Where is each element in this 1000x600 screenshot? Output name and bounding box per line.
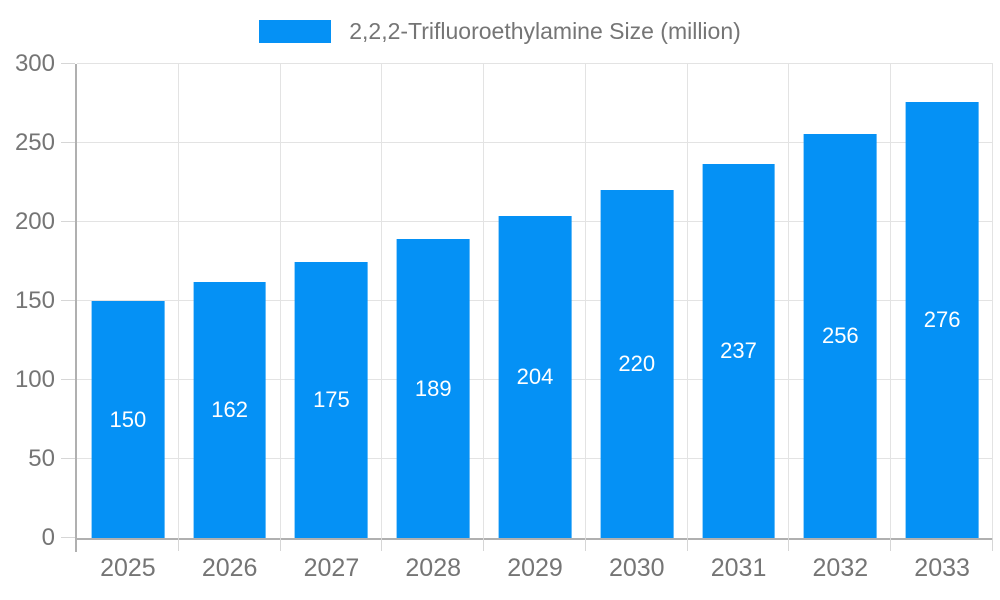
x-axis-category-label: 2025 [100,554,156,582]
bar-value-label: 150 [109,406,147,432]
x-axis-category-label: 2033 [914,554,970,582]
x-axis-tick [584,538,586,551]
x-axis-tick [788,538,790,551]
x-axis-tick [279,538,281,551]
x-gridline [177,64,179,538]
x-axis-category-label: 2031 [710,554,767,582]
x-axis-category-label: 2032 [812,554,869,582]
bar-value-label: 204 [516,363,554,389]
x-gridline [279,64,281,538]
bar-2030[interactable]: 220 [600,190,674,538]
x-axis-tick [381,538,383,551]
y-axis-tick-label: 300 [14,50,55,77]
y-axis-extension [75,538,77,552]
y-gridline [77,142,993,143]
bar-2033[interactable]: 276 [905,101,979,538]
y-axis-tick [61,221,75,223]
y-axis-tick [61,537,75,538]
plot-area: 0 50 100 150 200 250 300 150 2025 162 2026 175 2027 1… [15,52,993,581]
x-axis-category-label: 2028 [405,554,462,582]
y-axis-tick [61,379,75,381]
x-axis-category-label: 2026 [201,554,258,582]
y-axis-tick-label: 50 [28,445,55,473]
bar-value-label: 162 [211,397,249,423]
x-axis-category-label: 2030 [608,554,665,582]
x-gridline [788,64,790,538]
bar-value-label: 220 [618,351,656,377]
bar-2032[interactable]: 256 [803,133,877,538]
bar-2025[interactable]: 150 [91,301,165,538]
y-axis-tick-label: 100 [14,366,55,394]
y-gridline [77,63,993,64]
bar-value-label: 175 [313,386,350,412]
x-gridline [584,64,586,538]
bar-2026[interactable]: 162 [193,282,267,538]
x-gridline [381,64,383,538]
x-axis-category-label: 2029 [507,554,563,582]
x-axis-tick [686,538,688,551]
bar-2027[interactable]: 175 [295,261,368,538]
x-axis-tick [483,538,485,551]
bar-2029[interactable]: 204 [498,215,572,538]
y-axis-tick-label: 0 [41,524,55,551]
x-gridline [992,64,993,538]
x-axis-tick [177,538,179,551]
x-axis-tick [992,538,993,551]
y-axis-tick [61,142,75,143]
legend[interactable]: 2,2,2-Trifluoroethylamine Size (million) [0,18,1000,45]
y-axis-tick-label: 150 [14,287,55,314]
x-axis-category-label: 2027 [303,554,360,582]
legend-label: 2,2,2-Trifluoroethylamine Size (million) [349,18,741,44]
bar-value-label: 276 [923,306,961,332]
x-gridline [483,64,485,538]
bar-value-label: 256 [821,322,859,348]
bar-value-label: 189 [414,375,452,401]
bar-value-label: 237 [720,337,757,363]
bar-2028[interactable]: 189 [396,239,470,538]
bar-2031[interactable]: 237 [702,163,775,538]
y-axis-tick-label: 200 [14,208,55,236]
y-axis-tick-label: 250 [14,129,55,156]
x-gridline [890,64,892,538]
legend-swatch-icon [259,20,332,43]
y-axis-tick [61,458,75,460]
y-axis-tick [61,300,75,301]
x-axis-tick [890,538,892,551]
y-axis-tick [61,63,75,64]
x-gridline [686,64,688,538]
